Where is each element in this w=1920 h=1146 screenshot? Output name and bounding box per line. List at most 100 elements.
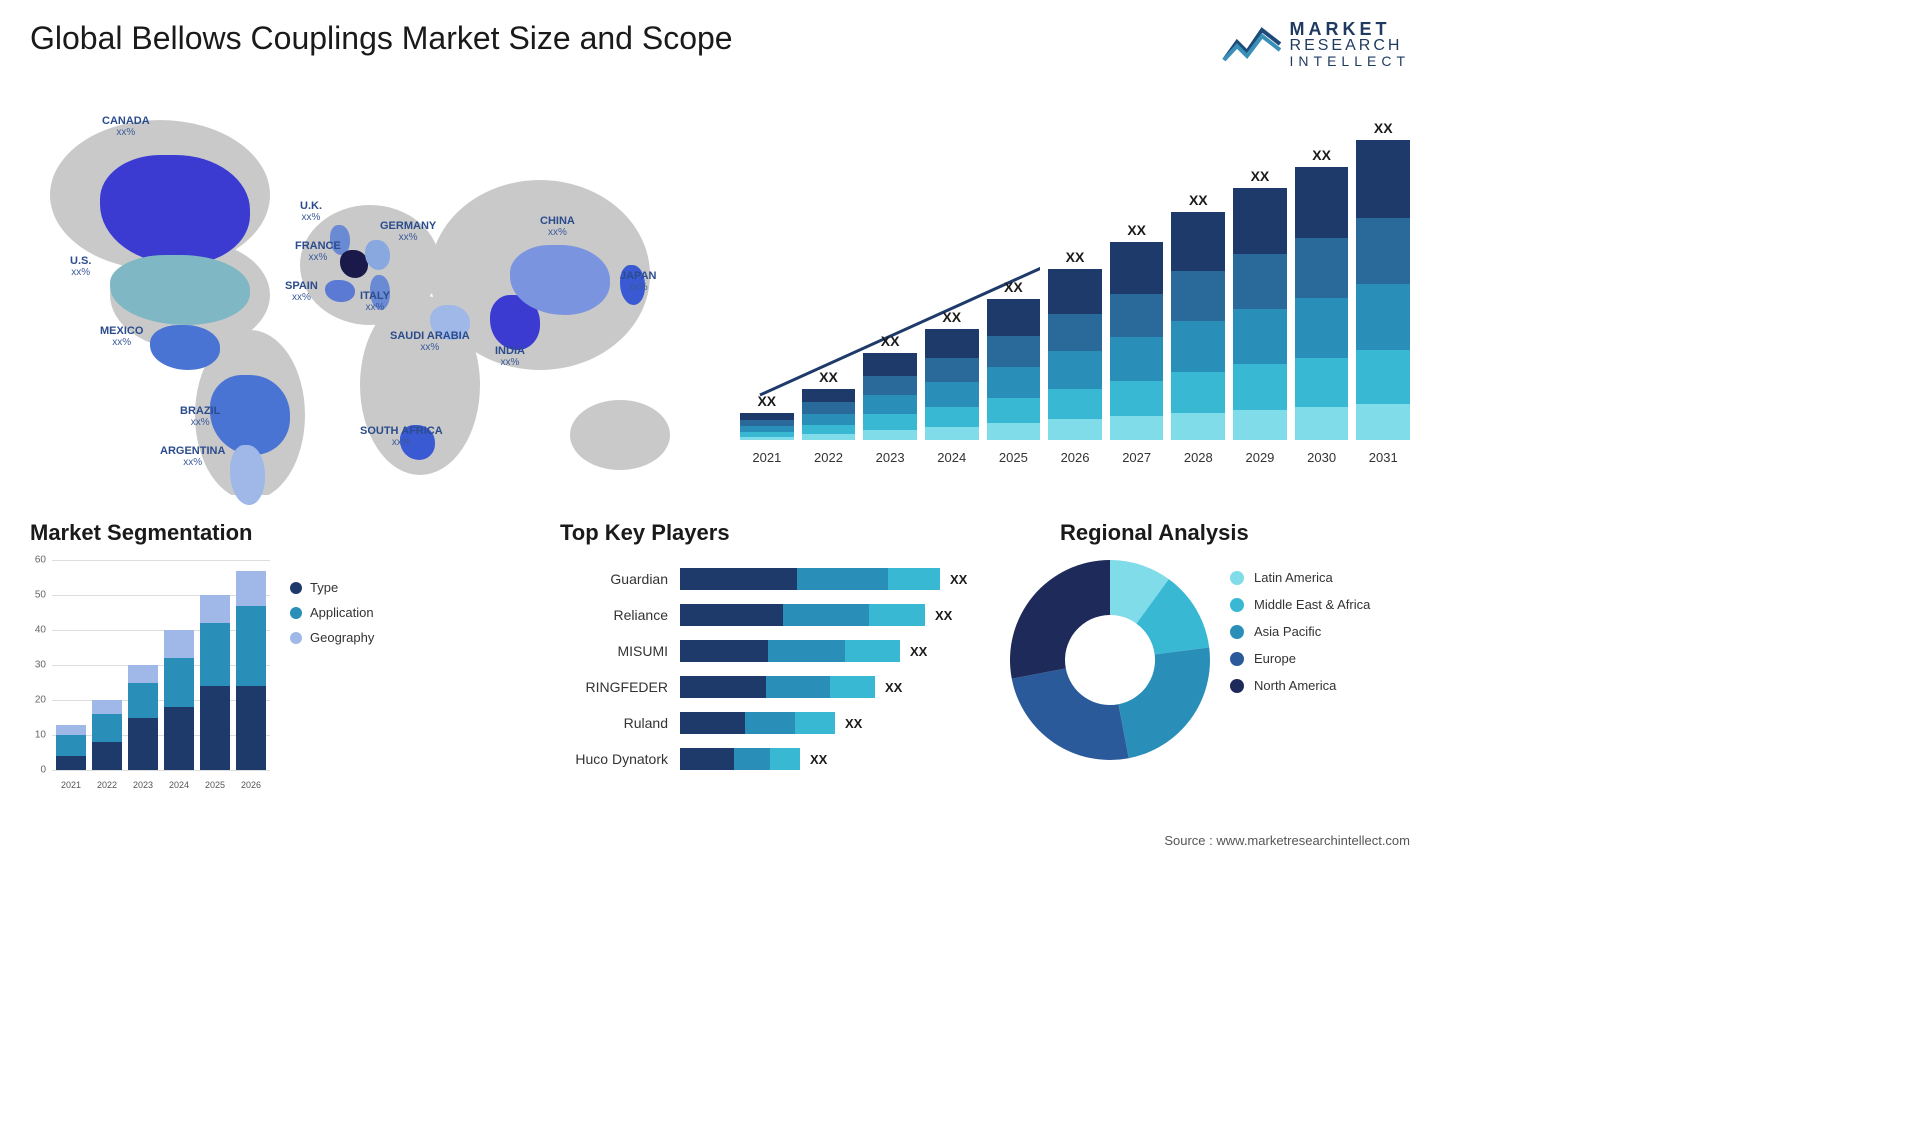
country-label-spain: SPAINxx% <box>285 280 318 303</box>
country-label-france: FRANCExx% <box>295 240 341 263</box>
seg-bar-2025 <box>200 595 230 770</box>
key-player-row: Huco Dynatork XX <box>560 745 990 773</box>
growth-value-label: XX <box>1127 222 1146 238</box>
source-text: Source : www.marketresearchintellect.com <box>1164 833 1410 848</box>
key-player-value: XX <box>885 680 902 695</box>
growth-year-label: 2023 <box>863 450 917 465</box>
seg-ytick: 0 <box>40 765 46 776</box>
country-label-saudi-arabia: SAUDI ARABIAxx% <box>390 330 470 353</box>
seg-xlabel: 2022 <box>92 780 122 790</box>
key-players-title: Top Key Players <box>560 520 730 546</box>
key-player-row: Reliance XX <box>560 601 990 629</box>
growth-bar-2031: XX <box>1356 120 1410 440</box>
seg-ytick: 60 <box>35 555 46 566</box>
segmentation-chart: 0102030405060 202120222023202420252026 <box>30 560 270 790</box>
growth-year-label: 2022 <box>802 450 856 465</box>
growth-bar-chart: XXXXXXXXXXXXXXXXXXXXXX 20212022202320242… <box>740 95 1410 465</box>
growth-value-label: XX <box>942 309 961 325</box>
regional-legend-item: Middle East & Africa <box>1230 597 1370 612</box>
seg-xlabel: 2024 <box>164 780 194 790</box>
growth-bar-2021: XX <box>740 393 794 440</box>
growth-year-label: 2025 <box>987 450 1041 465</box>
seg-xlabel: 2025 <box>200 780 230 790</box>
key-player-value: XX <box>910 644 927 659</box>
growth-value-label: XX <box>1066 249 1085 265</box>
segmentation-title: Market Segmentation <box>30 520 253 546</box>
logo-text-3: INTELLECT <box>1290 54 1410 68</box>
growth-year-label: 2024 <box>925 450 979 465</box>
growth-value-label: XX <box>1374 120 1393 136</box>
key-player-value: XX <box>950 572 967 587</box>
world-map: CANADAxx%U.S.xx%MEXICOxx%BRAZILxx%ARGENT… <box>30 95 710 495</box>
growth-year-label: 2027 <box>1110 450 1164 465</box>
growth-year-label: 2030 <box>1295 450 1349 465</box>
growth-bar-2030: XX <box>1295 147 1349 440</box>
key-player-value: XX <box>810 752 827 767</box>
growth-value-label: XX <box>1189 192 1208 208</box>
country-label-u-k-: U.K.xx% <box>300 200 322 223</box>
seg-xlabel: 2023 <box>128 780 158 790</box>
growth-bar-2023: XX <box>863 333 917 440</box>
growth-year-label: 2031 <box>1356 450 1410 465</box>
growth-year-label: 2026 <box>1048 450 1102 465</box>
logo-mark-icon <box>1222 22 1282 67</box>
country-shape-spain <box>325 280 355 302</box>
regional-legend-item: Latin America <box>1230 570 1370 585</box>
key-player-value: XX <box>845 716 862 731</box>
seg-bar-2022 <box>92 700 122 770</box>
growth-bar-2024: XX <box>925 309 979 440</box>
growth-value-label: XX <box>1004 279 1023 295</box>
seg-xlabel: 2021 <box>56 780 86 790</box>
growth-value-label: XX <box>881 333 900 349</box>
donut-slice-north-america <box>1010 560 1110 679</box>
regional-legend-item: Asia Pacific <box>1230 624 1370 639</box>
regional-title: Regional Analysis <box>1060 520 1249 546</box>
seg-bar-2026 <box>236 571 266 771</box>
country-shape-argentina <box>230 445 265 505</box>
seg-ytick: 50 <box>35 589 46 600</box>
seg-bar-2023 <box>128 665 158 770</box>
growth-value-label: XX <box>757 393 776 409</box>
seg-bar-2021 <box>56 725 86 771</box>
growth-value-label: XX <box>1312 147 1331 163</box>
growth-value-label: XX <box>819 369 838 385</box>
segmentation-legend: TypeApplicationGeography <box>290 580 374 655</box>
key-player-row: Guardian XX <box>560 565 990 593</box>
country-label-italy: ITALYxx% <box>360 290 390 313</box>
seg-legend-item: Type <box>290 580 374 595</box>
seg-xlabel: 2026 <box>236 780 266 790</box>
key-player-row: Ruland XX <box>560 709 990 737</box>
growth-bar-2025: XX <box>987 279 1041 440</box>
growth-value-label: XX <box>1251 168 1270 184</box>
country-label-canada: CANADAxx% <box>102 115 150 138</box>
regional-legend: Latin America Middle East & Africa Asia Pa… <box>1230 570 1370 705</box>
growth-year-label: 2029 <box>1233 450 1287 465</box>
seg-bar-2024 <box>164 630 194 770</box>
growth-bar-2026: XX <box>1048 249 1102 440</box>
country-shape-france <box>340 250 368 278</box>
key-player-name: RINGFEDER <box>560 679 680 695</box>
country-shape-germany <box>365 240 390 270</box>
page-title: Global Bellows Couplings Market Size and… <box>30 20 733 57</box>
growth-bar-2028: XX <box>1171 192 1225 440</box>
key-player-row: MISUMI XX <box>560 637 990 665</box>
logo-text-1: MARKET <box>1290 20 1410 38</box>
growth-bar-2027: XX <box>1110 222 1164 440</box>
country-label-argentina: ARGENTINAxx% <box>160 445 225 468</box>
growth-bar-2022: XX <box>802 369 856 440</box>
key-player-name: Huco Dynatork <box>560 751 680 767</box>
key-player-name: Guardian <box>560 571 680 587</box>
country-label-india: INDIAxx% <box>495 345 525 368</box>
regional-legend-item: Europe <box>1230 651 1370 666</box>
logo-text-2: RESEARCH <box>1290 38 1410 54</box>
key-player-value: XX <box>935 608 952 623</box>
key-player-name: Reliance <box>560 607 680 623</box>
key-player-row: RINGFEDER XX <box>560 673 990 701</box>
country-label-china: CHINAxx% <box>540 215 575 238</box>
growth-bar-2029: XX <box>1233 168 1287 440</box>
country-label-germany: GERMANYxx% <box>380 220 436 243</box>
key-player-name: Ruland <box>560 715 680 731</box>
donut-slice-europe <box>1012 668 1129 760</box>
seg-ytick: 30 <box>35 660 46 671</box>
key-player-name: MISUMI <box>560 643 680 659</box>
